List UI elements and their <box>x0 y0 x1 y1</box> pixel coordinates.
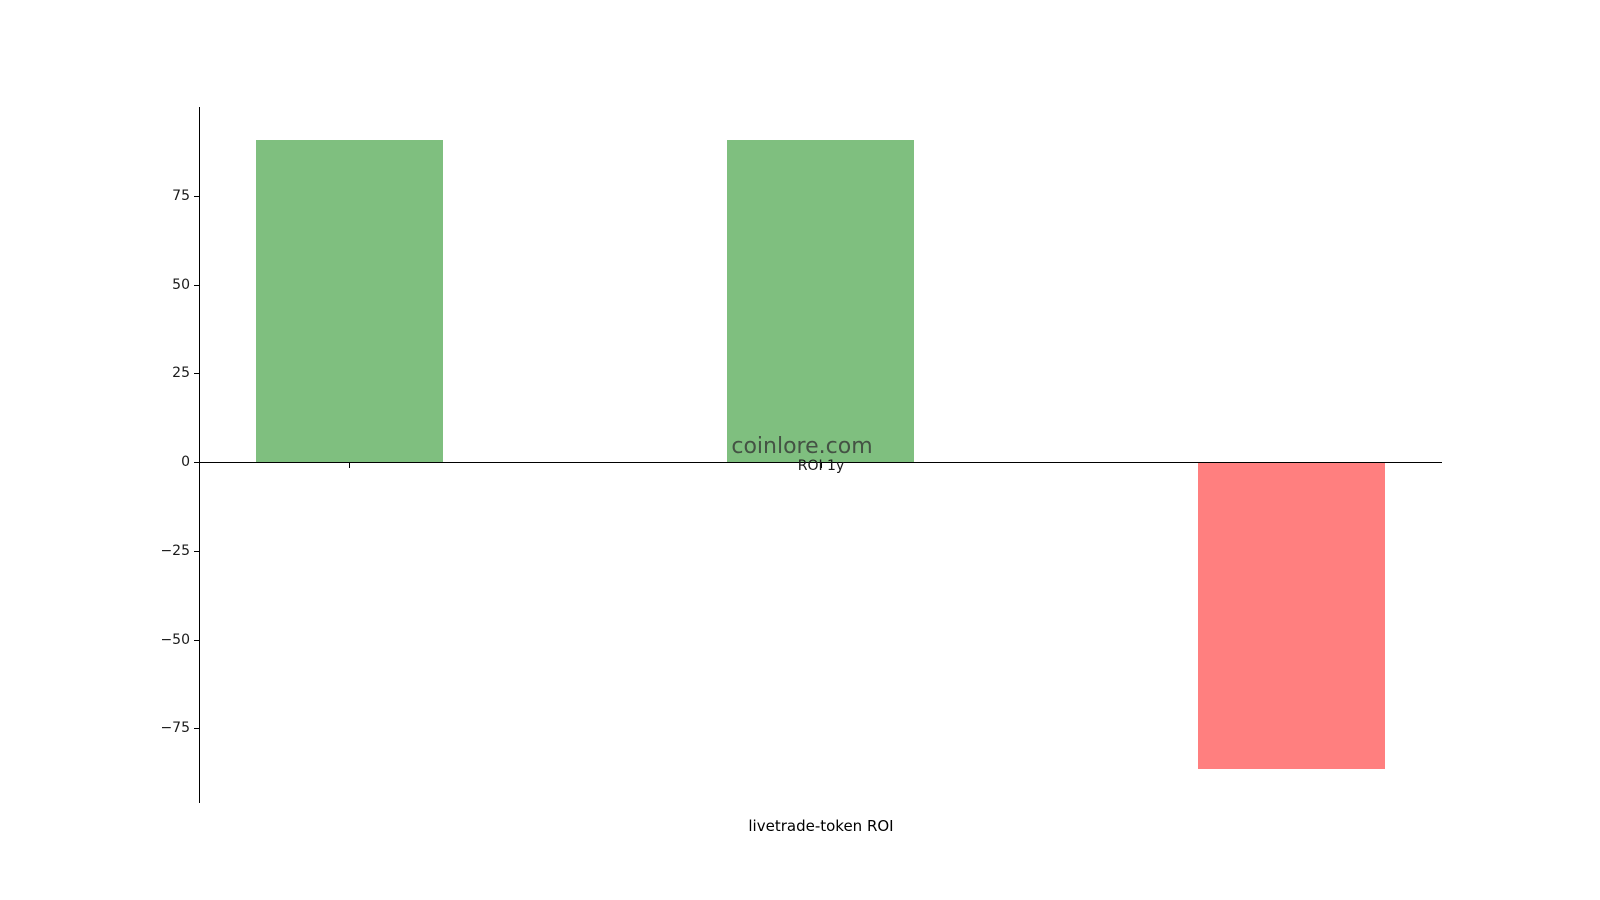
y-tick-label: 50 <box>172 277 190 293</box>
bar-2-negative <box>1198 462 1385 769</box>
x-tick-mark <box>349 462 350 468</box>
y-tick-label: −25 <box>160 543 190 559</box>
y-axis-spine <box>199 107 200 803</box>
y-tick-mark <box>194 462 199 463</box>
y-tick-mark <box>194 551 199 552</box>
x-tick-label-roi-1y: ROI 1y <box>797 458 845 474</box>
y-tick-mark <box>194 640 199 641</box>
x-tick-mark <box>821 462 822 468</box>
y-tick-mark <box>194 373 199 374</box>
y-tick-label: −50 <box>160 632 190 648</box>
y-tick-mark <box>194 196 199 197</box>
bar-1-positive <box>727 140 914 462</box>
y-tick-label: 25 <box>172 365 190 381</box>
chart-xlabel: livetrade-token ROI <box>748 817 894 835</box>
y-tick-label: 0 <box>181 454 190 470</box>
y-tick-mark <box>194 728 199 729</box>
y-tick-label: 75 <box>172 188 190 204</box>
x-axis-zero-line <box>199 462 1442 463</box>
y-tick-mark <box>194 285 199 286</box>
watermark: coinlore.com <box>731 434 873 459</box>
y-tick-label: −75 <box>160 720 190 736</box>
bar-0-positive <box>256 140 443 462</box>
